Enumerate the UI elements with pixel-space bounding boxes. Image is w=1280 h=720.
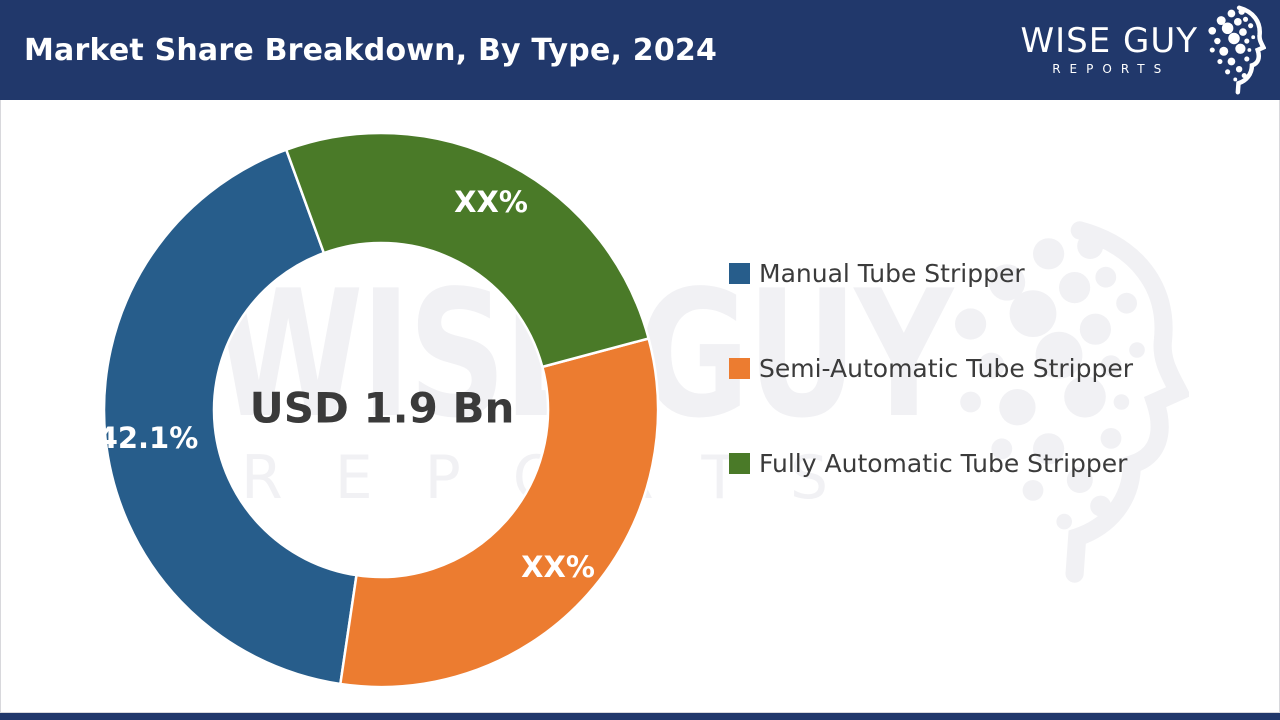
donut-chart: 42.1% XX% XX% USD 1.9 Bn — [98, 131, 660, 689]
brand-logo: WISE GUY REPORTS — [1020, 5, 1266, 95]
legend: Manual Tube Stripper Semi-Automatic Tube… — [729, 259, 1133, 547]
logo-face-icon — [1208, 5, 1266, 95]
legend-item-manual: Manual Tube Stripper — [729, 259, 1133, 288]
logo-subtitle: REPORTS — [1052, 61, 1171, 76]
header-bar: Market Share Breakdown, By Type, 2024 WI… — [0, 0, 1280, 100]
legend-item-semi-automatic: Semi-Automatic Tube Stripper — [729, 354, 1133, 383]
page-title: Market Share Breakdown, By Type, 2024 — [24, 32, 718, 68]
legend-swatch-manual — [729, 262, 750, 284]
legend-label-manual: Manual Tube Stripper — [759, 258, 1025, 288]
slice-value-manual: 42.1% — [98, 421, 199, 455]
slice-fully-automatic-tube-stripper — [285, 131, 650, 369]
legend-label-fully-automatic: Fully Automatic Tube Stripper — [759, 448, 1128, 478]
slice-value-fully-automatic: XX% — [454, 185, 528, 219]
watermark-face-icon — [955, 221, 1189, 583]
donut-center-value: USD 1.9 Bn — [250, 384, 515, 433]
logo-wordmark: WISE GUY — [1020, 21, 1198, 62]
footer-bar — [0, 713, 1280, 720]
footer-divider — [0, 712, 1280, 713]
slice-value-semi-automatic: XX% — [521, 550, 595, 584]
slice-manual-tube-stripper — [102, 148, 358, 686]
legend-swatch-fully-automatic — [729, 452, 750, 474]
logo-wordmark-block: WISE GUY REPORTS — [1020, 21, 1198, 76]
legend-swatch-semi-automatic — [729, 357, 750, 379]
legend-label-semi-automatic: Semi-Automatic Tube Stripper — [759, 353, 1133, 383]
legend-item-fully-automatic: Fully Automatic Tube Stripper — [729, 449, 1133, 478]
chart-area: WISE GUY REPORTS — [0, 100, 1280, 712]
slice-semi-automatic-tube-stripper — [339, 337, 660, 689]
